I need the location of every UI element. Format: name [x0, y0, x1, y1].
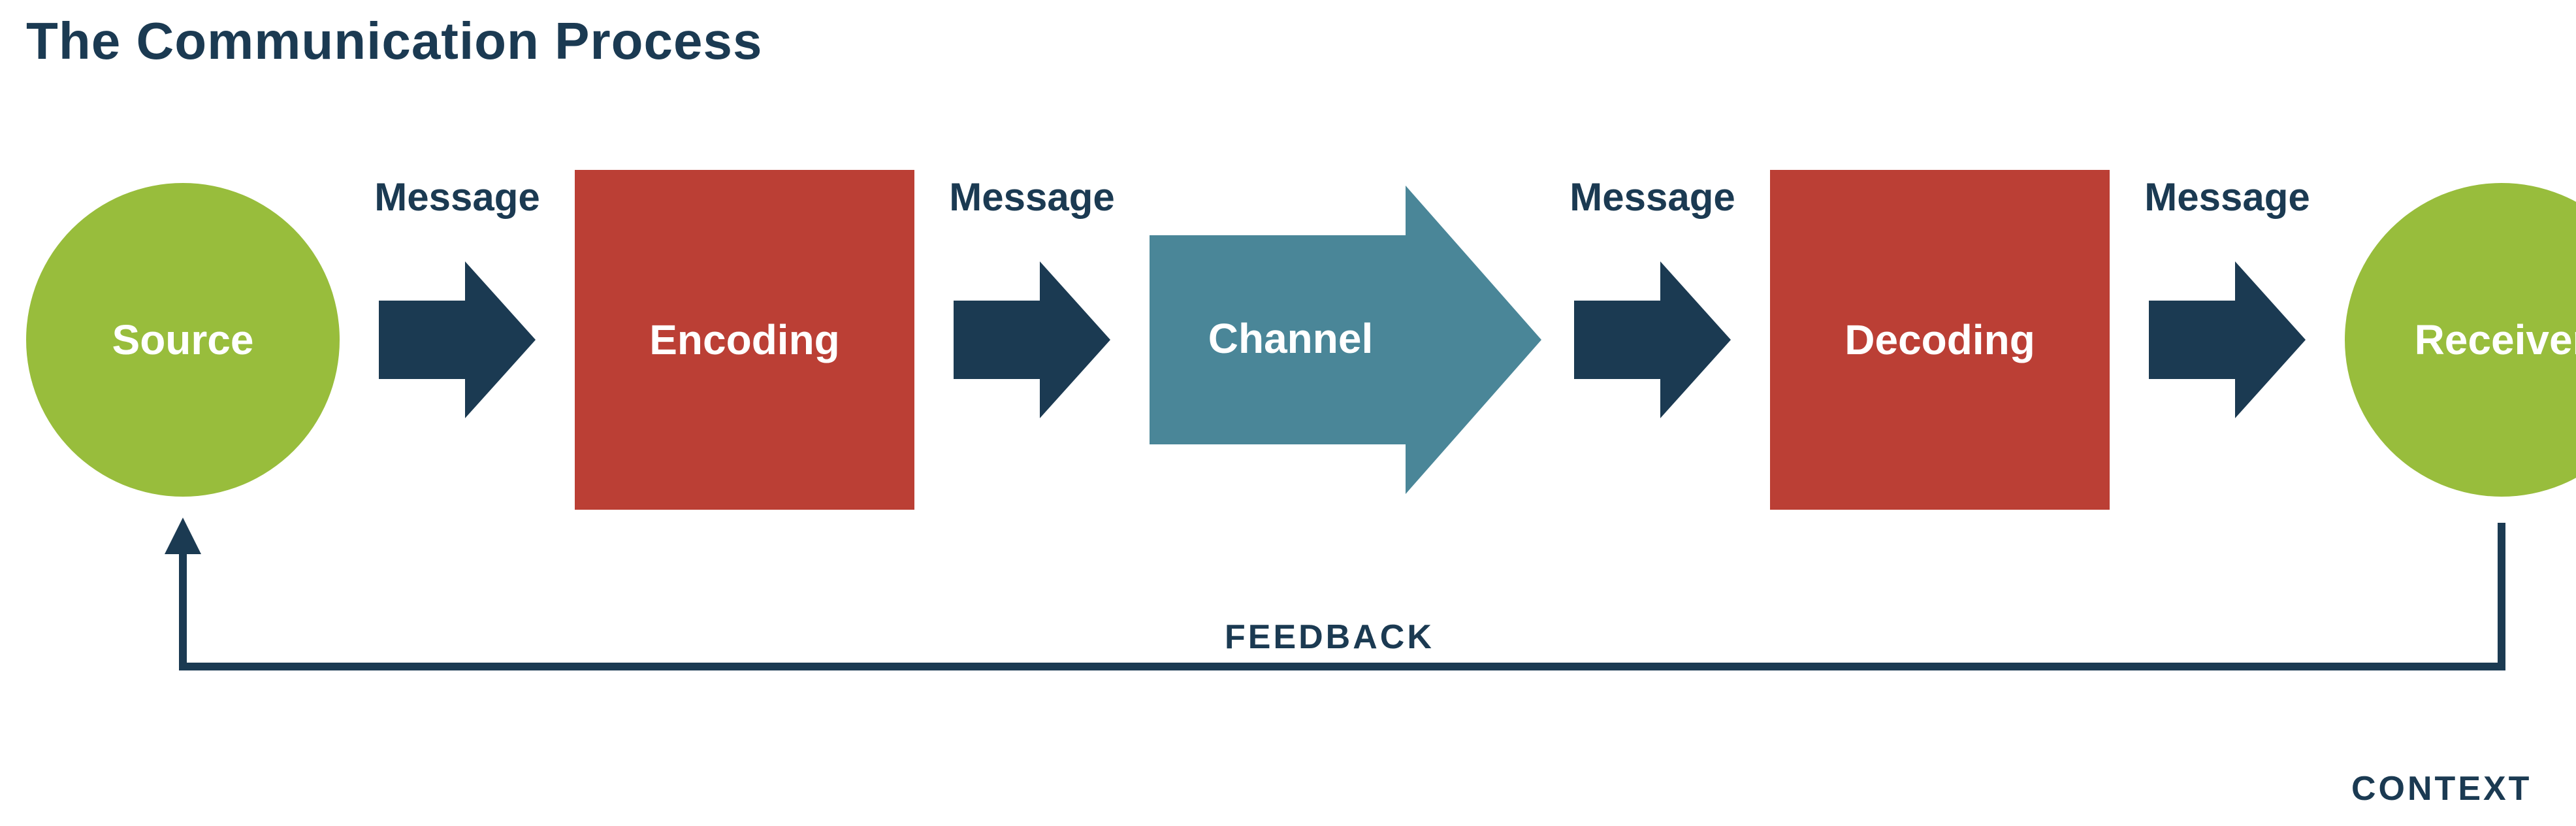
context-label: CONTEXT: [2351, 768, 2532, 809]
feedback-label: FEEDBACK: [1225, 617, 1434, 657]
feedback-line: [0, 0, 2576, 826]
diagram-canvas: The Communication Process Source Message…: [0, 0, 2576, 826]
